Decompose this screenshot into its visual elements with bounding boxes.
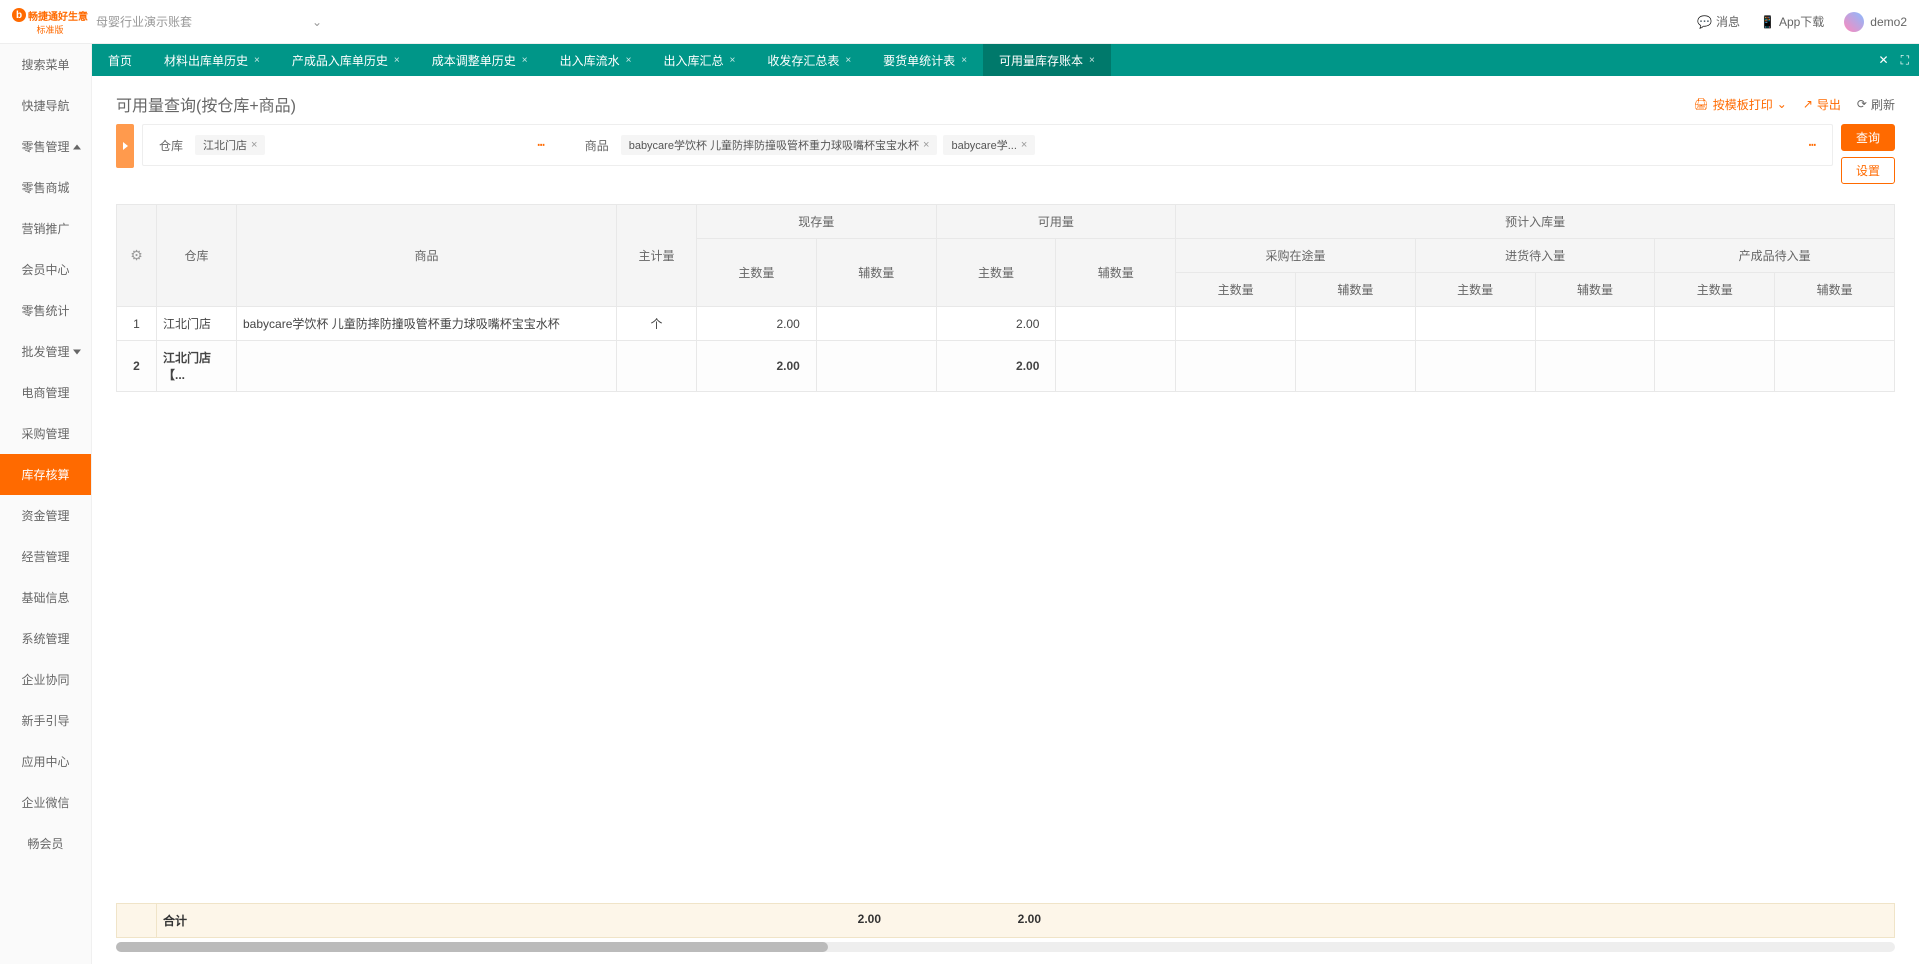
close-tab-icon[interactable]: ×	[254, 55, 260, 66]
sidebar-item[interactable]: 企业微信	[0, 782, 91, 823]
sidebar: 搜索菜单快捷导航零售管理零售商城营销推广会员中心零售统计批发管理电商管理采购管理…	[0, 44, 92, 964]
product-tag[interactable]: babycare学...×	[943, 135, 1035, 155]
tab[interactable]: 可用量库存账本×	[983, 44, 1111, 76]
sidebar-item[interactable]: 企业协同	[0, 659, 91, 700]
messages-link[interactable]: 💬 消息	[1697, 13, 1740, 30]
sidebar-item[interactable]: 会员中心	[0, 249, 91, 290]
tab[interactable]: 出入库汇总×	[647, 44, 751, 76]
tab[interactable]: 材料出库单历史×	[148, 44, 276, 76]
sidebar-item[interactable]: 经营管理	[0, 536, 91, 577]
sidebar-item[interactable]: 批发管理	[0, 331, 91, 372]
col-product: 商品	[237, 205, 617, 307]
footer-onhand: 2.00	[727, 904, 887, 937]
table-row[interactable]: 2江北门店【...2.002.00	[117, 341, 1895, 392]
settings-button[interactable]: 设置	[1841, 157, 1895, 184]
sidebar-item[interactable]: 营销推广	[0, 208, 91, 249]
header-right: 💬 消息 📱 App下载 demo2	[1697, 12, 1907, 32]
sidebar-item[interactable]: 电商管理	[0, 372, 91, 413]
sidebar-item[interactable]: 快捷导航	[0, 85, 91, 126]
print-button[interactable]: 🖨 按模板打印 ⌄	[1694, 96, 1787, 113]
message-icon: 💬	[1697, 15, 1712, 29]
filter-warehouse-label: 仓库	[159, 137, 183, 154]
chevron-down-icon: ⌄	[1777, 97, 1787, 111]
remove-tag-icon[interactable]: ×	[923, 139, 929, 151]
filter-product: 商品 babycare学饮杯 儿童防摔防撞吸管杯重力球吸嘴杯宝宝水杯×babyc…	[585, 135, 1816, 155]
sidebar-item[interactable]: 搜索菜单	[0, 44, 91, 85]
avatar	[1844, 12, 1864, 32]
footer-avail: 2.00	[887, 904, 1047, 937]
close-tab-icon[interactable]: ×	[729, 55, 735, 66]
sidebar-item[interactable]: 畅会员	[0, 823, 91, 864]
tab[interactable]: 收发存汇总表×	[751, 44, 867, 76]
filter-warehouse: 仓库 江北门店 × ┅	[159, 135, 545, 155]
close-tab-icon[interactable]: ×	[1089, 55, 1095, 66]
filter-bar: 仓库 江北门店 × ┅ 商品 babycare学饮杯 儿童防摔防撞吸管杯重力球吸…	[142, 124, 1833, 166]
tab[interactable]: 出入库流水×	[544, 44, 648, 76]
sidebar-item[interactable]: 零售管理	[0, 126, 91, 167]
page-title-row: 可用量查询(按仓库+商品) 🖨 按模板打印 ⌄ ↗ 导出 ⟳ 刷新	[92, 76, 1919, 124]
col-unit: 主计量	[617, 205, 697, 307]
sidebar-item[interactable]: 采购管理	[0, 413, 91, 454]
chevron-down-icon: ⌄	[312, 15, 322, 29]
filter-product-label: 商品	[585, 137, 609, 154]
table-wrap: ⚙ 仓库 商品 主计量 现存量 可用量 预计入库量 主数量 辅数量 主数量 辅数…	[92, 184, 1919, 903]
sidebar-item[interactable]: 基础信息	[0, 577, 91, 618]
col-onhand: 现存量	[697, 205, 937, 239]
export-icon: ↗	[1803, 97, 1813, 111]
footer-label: 合计	[157, 904, 727, 937]
data-table: ⚙ 仓库 商品 主计量 现存量 可用量 预计入库量 主数量 辅数量 主数量 辅数…	[116, 204, 1895, 392]
expand-filter-toggle[interactable]	[116, 124, 134, 168]
close-tab-icon[interactable]: ×	[626, 55, 632, 66]
close-tab-icon[interactable]: ×	[522, 55, 528, 66]
sidebar-item[interactable]: 零售商城	[0, 167, 91, 208]
tab[interactable]: 产成品入库单历史×	[276, 44, 416, 76]
phone-icon: 📱	[1760, 15, 1775, 29]
fullscreen-icon[interactable]: ⛶	[1901, 53, 1909, 68]
close-tab-icon[interactable]: ×	[961, 55, 967, 66]
warehouse-more-icon[interactable]: ┅	[537, 138, 544, 152]
print-icon: 🖨	[1694, 97, 1709, 111]
app-download-link[interactable]: 📱 App下载	[1760, 13, 1824, 30]
close-tab-icon[interactable]: ×	[394, 55, 400, 66]
col-expected: 预计入库量	[1176, 205, 1895, 239]
remove-tag-icon[interactable]: ×	[1021, 139, 1027, 151]
logo: b畅捷通好生意 标准版	[12, 8, 88, 36]
gear-icon[interactable]: ⚙	[130, 247, 143, 263]
account-set-selector[interactable]: 母婴行业演示账套 ⌄	[96, 13, 322, 30]
page-title: 可用量查询(按仓库+商品)	[116, 92, 296, 116]
sidebar-item[interactable]: 零售统计	[0, 290, 91, 331]
main-area: 首页材料出库单历史×产成品入库单历史×成本调整单历史×出入库流水×出入库汇总×收…	[92, 44, 1919, 964]
refresh-icon: ⟳	[1857, 97, 1867, 111]
close-all-icon[interactable]: ✕	[1879, 53, 1889, 67]
filter-bar-wrap: 仓库 江北门店 × ┅ 商品 babycare学饮杯 儿童防摔防撞吸管杯重力球吸…	[92, 124, 1919, 184]
remove-tag-icon[interactable]: ×	[251, 139, 257, 151]
product-more-icon[interactable]: ┅	[1809, 138, 1816, 152]
product-tag[interactable]: babycare学饮杯 儿童防摔防撞吸管杯重力球吸嘴杯宝宝水杯×	[621, 135, 938, 155]
sidebar-item[interactable]: 系统管理	[0, 618, 91, 659]
tab[interactable]: 成本调整单历史×	[416, 44, 544, 76]
close-tab-icon[interactable]: ×	[845, 55, 851, 66]
col-warehouse: 仓库	[157, 205, 237, 307]
col-available: 可用量	[936, 205, 1176, 239]
warehouse-tag[interactable]: 江北门店 ×	[195, 135, 265, 155]
query-button[interactable]: 查询	[1841, 124, 1895, 151]
sidebar-item[interactable]: 应用中心	[0, 741, 91, 782]
refresh-button[interactable]: ⟳ 刷新	[1857, 96, 1895, 113]
export-button[interactable]: ↗ 导出	[1803, 96, 1841, 113]
tab[interactable]: 首页	[92, 44, 148, 76]
user-menu[interactable]: demo2	[1844, 12, 1907, 32]
tab[interactable]: 要货单统计表×	[867, 44, 983, 76]
top-header: b畅捷通好生意 标准版 母婴行业演示账套 ⌄ 💬 消息 📱 App下载 demo…	[0, 0, 1919, 44]
table-footer: 合计 2.00 2.00	[116, 903, 1895, 938]
scrollbar-thumb[interactable]	[116, 942, 828, 952]
sidebar-item[interactable]: 库存核算	[0, 454, 91, 495]
horizontal-scrollbar[interactable]	[116, 942, 1895, 952]
sidebar-item[interactable]: 资金管理	[0, 495, 91, 536]
table-row[interactable]: 1江北门店babycare学饮杯 儿童防摔防撞吸管杯重力球吸嘴杯宝宝水杯个2.0…	[117, 307, 1895, 341]
tabs-bar: 首页材料出库单历史×产成品入库单历史×成本调整单历史×出入库流水×出入库汇总×收…	[92, 44, 1919, 76]
sidebar-item[interactable]: 新手引导	[0, 700, 91, 741]
